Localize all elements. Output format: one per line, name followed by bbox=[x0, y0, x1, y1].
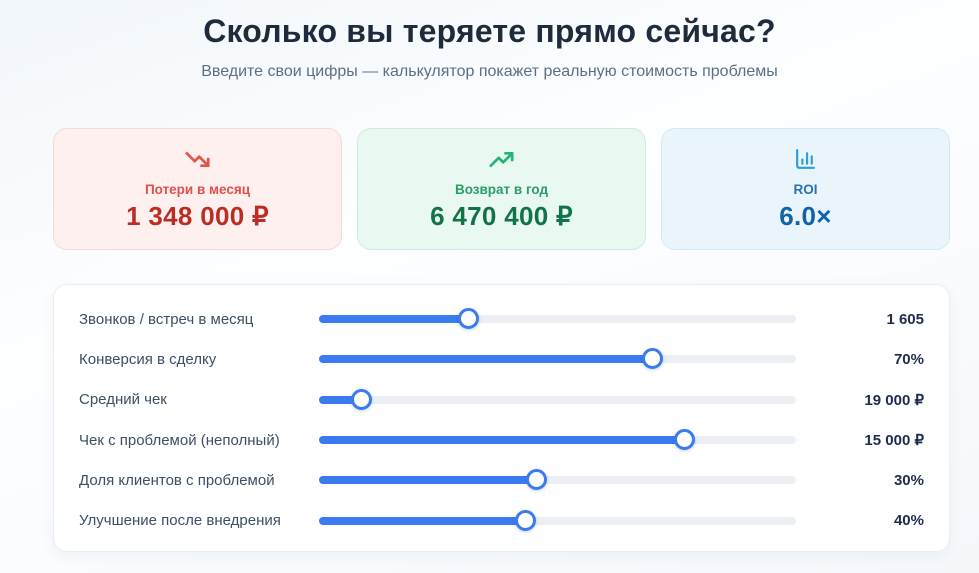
slider-thumb[interactable] bbox=[674, 429, 696, 451]
slider-fill bbox=[319, 355, 653, 364]
slider-label: Средний чек bbox=[79, 391, 167, 409]
slider-row-calls-per-month: Звонков / встреч в месяц 1 605 bbox=[79, 299, 924, 339]
slider-row-problem-check: Чек с проблемой (неполный) 15 000 ₽ bbox=[79, 420, 924, 460]
stat-value: 6 470 400 ₽ bbox=[430, 201, 573, 231]
page-title: Сколько вы теряете прямо сейчас? bbox=[203, 13, 776, 49]
slider-row-clients-share: Доля клиентов с проблемой 30% bbox=[79, 460, 924, 500]
trending-down-icon bbox=[184, 146, 211, 173]
problem-check-slider[interactable] bbox=[319, 429, 796, 451]
improvement-slider[interactable] bbox=[319, 509, 796, 532]
stat-value: 1 348 000 ₽ bbox=[126, 201, 269, 231]
slider-row-conversion-rate: Конверсия в сделку 70% bbox=[79, 339, 924, 379]
slider-thumb[interactable] bbox=[458, 308, 480, 330]
stat-label: Возврат в год bbox=[454, 182, 549, 197]
slider-label: Конверсия в сделку bbox=[79, 350, 217, 368]
calls-per-month-slider[interactable] bbox=[319, 308, 796, 330]
stat-label: Потери в месяц bbox=[144, 182, 251, 197]
slider-value: 40% bbox=[893, 512, 924, 530]
slider-value: 70% bbox=[893, 350, 924, 368]
page-subtitle: Введите свои цифры — калькулятор покажет… bbox=[201, 63, 778, 80]
slider-thumb[interactable] bbox=[350, 388, 372, 410]
stat-card-monthly-losses: Потери в месяц 1 348 000 ₽ bbox=[53, 128, 342, 250]
stat-card-yearly-return: Возврат в год 6 470 400 ₽ bbox=[357, 128, 646, 250]
average-check-slider[interactable] bbox=[319, 388, 796, 411]
slider-value: 15 000 ₽ bbox=[864, 432, 924, 450]
stat-value: 6.0× bbox=[779, 201, 832, 231]
bar-chart-icon bbox=[793, 146, 818, 173]
slider-row-improvement: Улучшение после внедрения 40% bbox=[79, 500, 924, 540]
slider-fill bbox=[319, 395, 362, 404]
slider-thumb[interactable] bbox=[642, 348, 664, 370]
conversion-rate-slider[interactable] bbox=[319, 348, 796, 370]
stat-label: ROI bbox=[793, 182, 818, 197]
slider-fill bbox=[319, 516, 526, 525]
slider-track[interactable] bbox=[319, 308, 796, 330]
slider-track[interactable] bbox=[319, 348, 796, 370]
slider-fill bbox=[319, 315, 469, 324]
sliders-panel: Звонков / встреч в месяц 1 605 Конверсия… bbox=[53, 284, 950, 552]
trending-up-icon bbox=[488, 146, 515, 173]
slider-label: Звонков / встреч в месяц bbox=[79, 310, 254, 328]
slider-value: 30% bbox=[893, 471, 924, 489]
slider-track[interactable] bbox=[319, 388, 796, 410]
stats-row: Потери в месяц 1 348 000 ₽ Возврат в год… bbox=[53, 128, 950, 250]
slider-thumb[interactable] bbox=[514, 509, 536, 531]
slider-fill bbox=[319, 476, 537, 485]
slider-value: 1 605 bbox=[886, 310, 924, 328]
slider-value: 19 000 ₽ bbox=[864, 391, 924, 409]
slider-fill bbox=[319, 436, 685, 445]
stat-card-roi: ROI 6.0× bbox=[661, 128, 950, 250]
slider-track[interactable] bbox=[319, 429, 796, 451]
slider-label: Улучшение после внедрения bbox=[79, 512, 281, 530]
clients-share-slider[interactable] bbox=[319, 469, 796, 491]
slider-track[interactable] bbox=[319, 509, 796, 531]
slider-label: Доля клиентов с проблемой bbox=[79, 471, 275, 489]
slider-thumb[interactable] bbox=[526, 469, 547, 491]
slider-track[interactable] bbox=[319, 469, 796, 491]
slider-row-average-check: Средний чек 19 000 ₽ bbox=[79, 380, 924, 420]
slider-label: Чек с проблемой (неполный) bbox=[79, 431, 280, 449]
